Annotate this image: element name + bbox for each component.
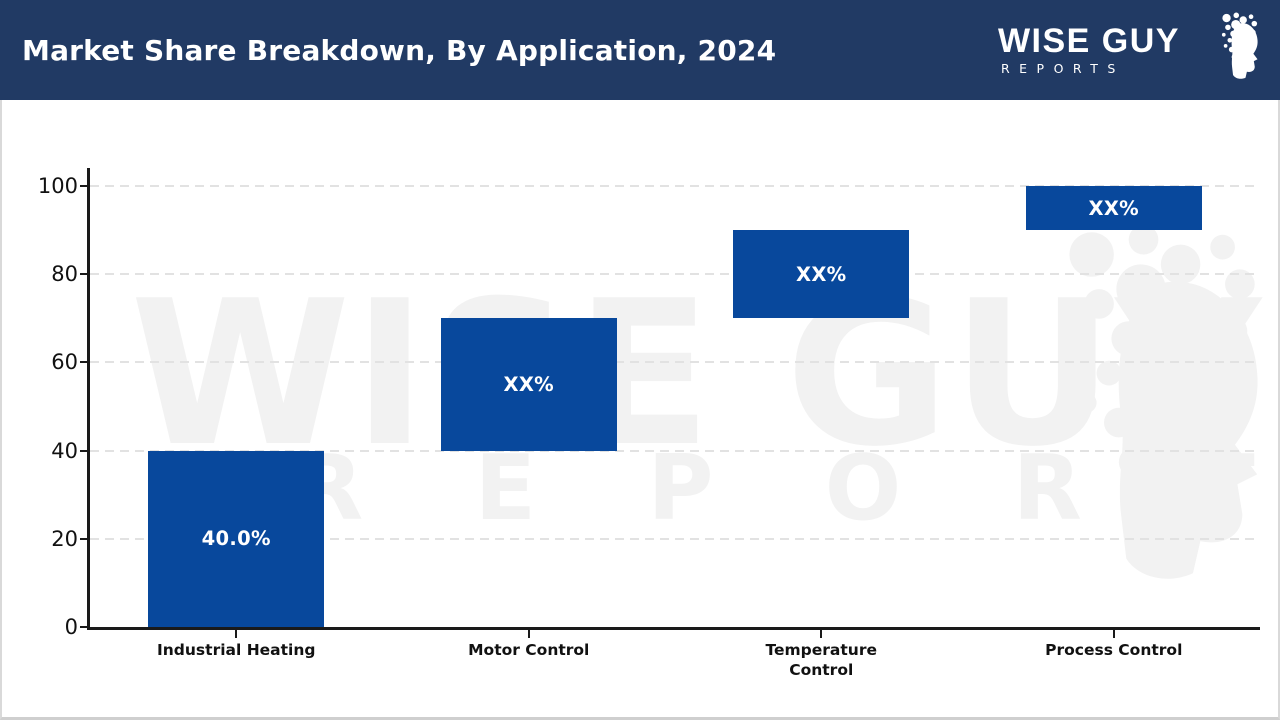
brand-logo: WISE GUY REPORTS [998, 10, 1258, 90]
bar-value-label: XX% [1088, 196, 1139, 220]
bar-motor-control: XX% [440, 318, 617, 451]
y-tick-label: 0 [64, 615, 78, 639]
y-tick-label: 100 [37, 174, 78, 198]
bar-process-control: XX% [1025, 186, 1202, 231]
y-tick-mark [80, 626, 88, 628]
x-tick-mark [820, 630, 823, 638]
x-tick-mark [527, 630, 530, 638]
y-tick-mark [80, 361, 88, 364]
bar-value-label: XX% [503, 372, 554, 396]
bar-temperature-control: XX% [733, 230, 910, 319]
category-label: Temperature Control [765, 641, 878, 680]
brand-logo-text: WISE GUY REPORTS [998, 24, 1180, 76]
plot-area: 40.0% XX% XX% XX% [90, 170, 1260, 627]
page-title: Market Share Breakdown, By Application, … [22, 33, 777, 67]
bar-industrial-heating: 40.0% [148, 450, 325, 627]
category-label: Motor Control [468, 641, 590, 659]
gridline-y-20 [90, 537, 1260, 540]
bar-value-label: 40.0% [201, 527, 271, 551]
x-tick-mark [235, 630, 238, 638]
x-tick-mark [1112, 630, 1115, 638]
x-axis-line [87, 627, 1260, 630]
gridline-y-80 [90, 273, 1260, 276]
dotted-head-profile-icon [1184, 10, 1258, 90]
y-tick-label: 80 [51, 262, 78, 287]
y-axis-line [87, 168, 90, 630]
y-tick-mark [80, 537, 88, 540]
brand-subname: REPORTS [1000, 61, 1125, 77]
y-tick-mark [80, 185, 88, 187]
gridline-y-100 [90, 185, 1260, 187]
category-label: Industrial Heating [157, 641, 316, 659]
y-tick-label: 40 [51, 438, 78, 463]
watermark-subtext: R E P O R T S [294, 436, 1280, 541]
header-banner: Market Share Breakdown, By Application, … [0, 0, 1280, 100]
y-tick-label: 20 [51, 526, 78, 551]
y-tick-mark [80, 273, 88, 276]
brand-name: WISE GUY [997, 22, 1180, 61]
gridline-y-40 [90, 449, 1260, 452]
category-label: Process Control [1045, 641, 1183, 659]
bar-value-label: XX% [795, 262, 847, 286]
gridline-y-60 [90, 361, 1260, 364]
y-tick-mark [80, 449, 88, 452]
y-tick-label: 60 [51, 350, 78, 375]
